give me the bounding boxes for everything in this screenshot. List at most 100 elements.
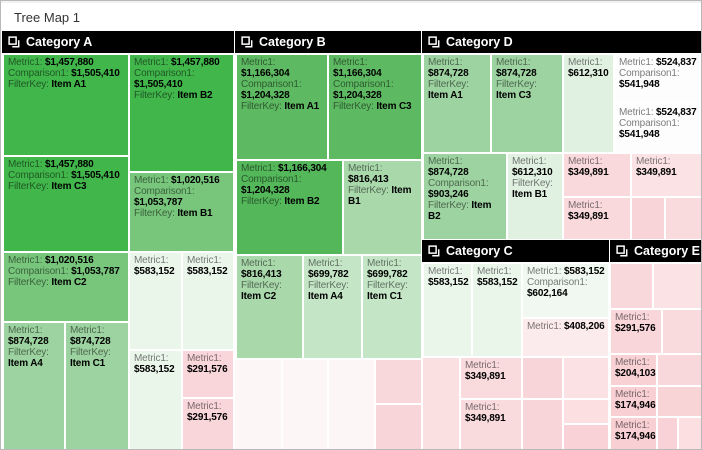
category-header-category-a[interactable]: Category A <box>2 31 234 53</box>
field-label: FilterKey: <box>8 347 49 358</box>
treemap-cell[interactable] <box>666 198 701 239</box>
treemap-cell[interactable] <box>523 358 562 398</box>
drill-squares-icon[interactable] <box>616 245 628 257</box>
field-label: Metric1: <box>428 266 463 277</box>
treemap-cell-item-a4[interactable]: Metric1: $699,782 FilterKey: Item A4 <box>304 256 361 358</box>
field-value: $1,020,516 <box>171 175 220 186</box>
category-header-category-c[interactable]: Category C <box>422 240 609 262</box>
drill-squares-icon[interactable] <box>8 36 20 48</box>
treemap-cell-291576[interactable]: Metric1: $291,576 <box>611 310 661 353</box>
field-label: Metric1: <box>615 357 650 368</box>
treemap-cell-349891[interactable]: Metric1: $349,891 <box>564 198 630 239</box>
drill-squares-icon[interactable] <box>428 36 440 48</box>
field-label: Metric1: <box>465 360 500 371</box>
field-value: $291,576 <box>187 364 228 375</box>
field-value: $204,103 <box>615 368 656 379</box>
treemap-cell-349891[interactable]: Metric1: $349,891 <box>461 400 521 449</box>
treemap-cell-item-c1[interactable]: Metric1: $699,782 FilterKey: Item C1 <box>363 256 421 358</box>
field-label: FilterKey: <box>241 196 282 207</box>
treemap-cell-204103[interactable]: Metric1: $204,103 <box>611 355 656 385</box>
field-value: $524,837 <box>656 107 697 118</box>
treemap-cell[interactable] <box>376 360 421 403</box>
field-label: Comparison1: <box>241 79 302 90</box>
field-label: FilterKey: <box>333 101 374 112</box>
field-label: FilterKey: <box>8 277 49 288</box>
treemap-cell-item-b2[interactable]: Metric1: $1,166,304 Comparison1: $1,204,3… <box>237 161 342 254</box>
treemap-cell[interactable] <box>235 360 281 449</box>
treemap-cell[interactable] <box>423 358 459 449</box>
treemap-cell-item-b1[interactable]: Metric1: $1,020,516 Comparison1: $1,053,7… <box>130 173 233 251</box>
treemap-cell-item-a1[interactable]: Metric1: $1,457,880 Comparison1: $1,505,4… <box>4 55 128 155</box>
treemap-cell-item-b1[interactable]: Metric1: $612,310 FilterKey: Item B1 <box>508 154 562 239</box>
treemap-cell-291576[interactable]: Metric1: $291,576 <box>183 399 233 449</box>
treemap-cell-583152[interactable]: Metric1: $583,152 <box>130 253 181 349</box>
treemap-cell[interactable] <box>658 355 701 385</box>
treemap-cell-583152[interactable]: Metric1: $583,152 Comparison1: $602,164 <box>523 264 608 317</box>
treemap-cell-item-b2[interactable]: Metric1: $874,728 Comparison1: $903,246 Fi… <box>424 154 506 239</box>
field-label: Metric1: <box>8 255 43 266</box>
field-value: $349,891 <box>465 371 506 382</box>
treemap-cell-item-c2[interactable]: Metric1: $816,413 FilterKey: Item C2 <box>237 256 302 358</box>
treemap-cell[interactable] <box>611 264 652 308</box>
field-label: FilterKey: <box>70 347 111 358</box>
field-value: $541,948 <box>619 79 660 90</box>
treemap-cell-item-a1[interactable]: Metric1: $1,166,304 Comparison1: $1,204,3… <box>237 55 327 159</box>
treemap-cell[interactable] <box>564 400 608 423</box>
field-label: Comparison1: <box>8 266 69 277</box>
treemap-cell-item-b2[interactable]: Metric1: $1,457,880 Comparison1: $1,505,4… <box>130 55 233 171</box>
treemap-cell-item-b1[interactable]: Metric1: $816,413 FilterKey: Item B1 <box>344 161 421 254</box>
treemap-cell-349891[interactable]: Metric1: $349,891 <box>632 154 701 196</box>
treemap-cell[interactable] <box>564 425 608 449</box>
treemap-cell-item-c3[interactable]: Metric1: $1,166,304 Comparison1: $1,204,3… <box>329 55 421 159</box>
field-value: $874,728 <box>496 68 537 79</box>
treemap-cell-612310[interactable]: Metric1: $612,310 <box>564 55 613 152</box>
category-header-category-d[interactable]: Category D <box>422 31 701 53</box>
field-value: $602,164 <box>527 288 568 299</box>
treemap-cell-349891[interactable]: Metric1: $349,891 <box>461 358 521 398</box>
field-value: $1,166,304 <box>241 68 290 79</box>
treemap-cell-524837[interactable]: Metric1: $524,837 Comparison1: $541,948 <box>615 55 701 103</box>
treemap-cell[interactable] <box>658 387 701 416</box>
treemap-cell-item-c3[interactable]: Metric1: $1,457,880 Comparison1: $1,505,4… <box>4 157 128 251</box>
treemap-cell-item-a1[interactable]: Metric1: $874,728 FilterKey: Item A1 <box>424 55 490 152</box>
treemap-cell-408206[interactable]: Metric1: $408,206 <box>523 319 608 356</box>
field-value: $1,457,880 <box>45 159 94 170</box>
treemap-cell[interactable] <box>329 360 374 449</box>
treemap-cell[interactable] <box>283 360 327 449</box>
field-value: Item A4 <box>8 358 43 369</box>
treemap-cell-349891[interactable]: Metric1: $349,891 <box>564 154 630 196</box>
treemap-cell-583152[interactable]: Metric1: $583,152 <box>424 264 471 356</box>
field-label: Metric1: <box>134 175 169 186</box>
treemap-cell[interactable] <box>376 405 421 449</box>
treemap-cell-583152[interactable]: Metric1: $583,152 <box>473 264 521 356</box>
treemap-cell-item-c1[interactable]: Metric1: $874,728 FilterKey: Item C1 <box>66 323 128 449</box>
treemap-cell-item-c2[interactable]: Metric1: $1,020,516 Comparison1: $1,053,7… <box>4 253 128 321</box>
treemap-cell[interactable] <box>632 198 664 239</box>
field-label: Metric1: <box>134 353 169 364</box>
field-value: $874,728 <box>70 336 111 347</box>
field-value: $524,837 <box>656 57 697 68</box>
drill-squares-icon[interactable] <box>428 245 440 257</box>
treemap-cell[interactable] <box>654 264 701 308</box>
treemap-cell[interactable] <box>658 418 677 449</box>
treemap-cell-174946[interactable]: Metric1: $174,946 <box>611 418 656 449</box>
treemap-cell-item-c3[interactable]: Metric1: $874,728 FilterKey: Item C3 <box>492 55 562 152</box>
field-label: Metric1: <box>187 353 222 364</box>
treemap-cell-item-a4[interactable]: Metric1: $874,728 FilterKey: Item A4 <box>4 323 64 449</box>
field-value: $1,166,304 <box>333 68 382 79</box>
treemap-cell-583152[interactable]: Metric1: $583,152 <box>130 351 181 449</box>
treemap-cell-583152[interactable]: Metric1: $583,152 <box>183 253 233 349</box>
treemap-cell-291576[interactable]: Metric1: $291,576 <box>183 351 233 397</box>
treemap-cell[interactable] <box>564 358 608 398</box>
treemap-cell[interactable] <box>679 418 701 449</box>
treemap-cell[interactable] <box>523 400 562 449</box>
drill-squares-icon[interactable] <box>241 36 253 48</box>
category-header-category-e[interactable]: Category E <box>610 240 701 262</box>
field-value: Item C2 <box>241 291 277 302</box>
category-header-category-b[interactable]: Category B <box>235 31 421 53</box>
treemap-cell[interactable] <box>663 310 701 353</box>
treemap-cell-524837[interactable]: Metric1: $524,837 Comparison1: $541,948 <box>615 105 701 152</box>
treemap-cell-174946[interactable]: Metric1: $174,946 <box>611 387 656 416</box>
field-label: Comparison1: <box>619 68 680 79</box>
field-label: Comparison1: <box>134 68 195 79</box>
